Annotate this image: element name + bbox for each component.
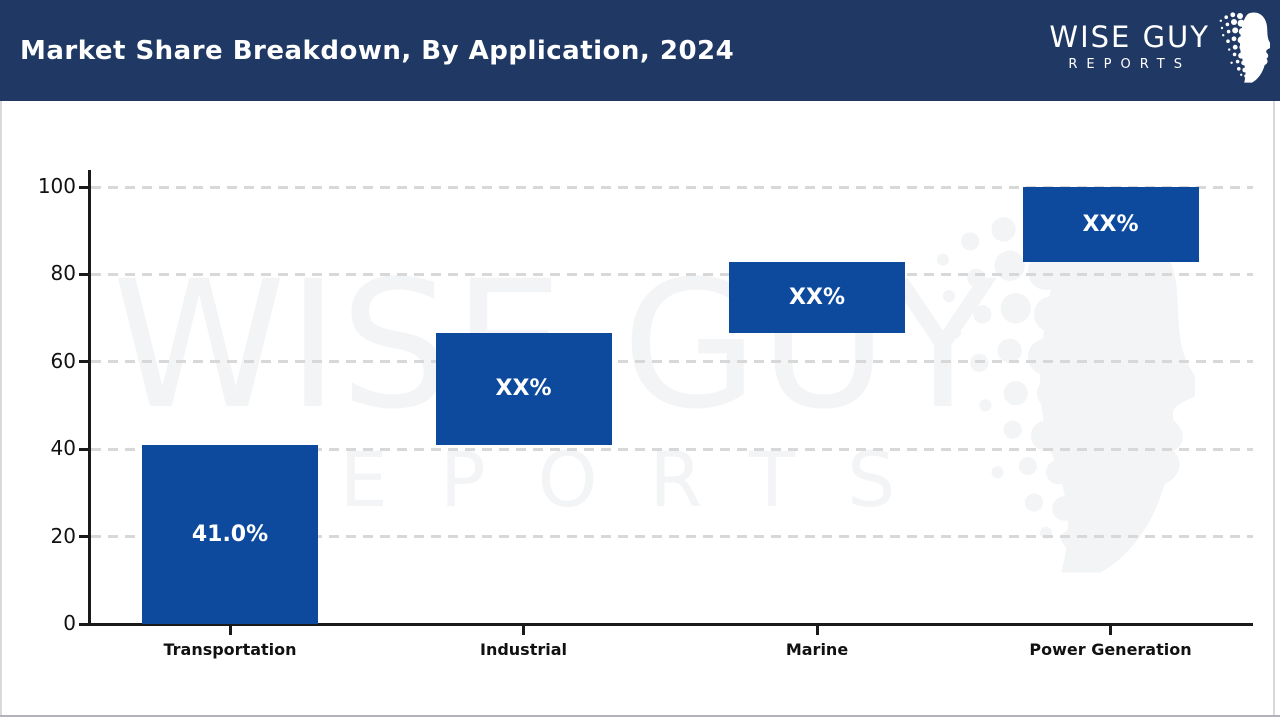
wiseguy-logo-text: WISE GUY REPORTS: [1049, 20, 1210, 72]
x-axis-tick-1: [228, 626, 232, 635]
x-axis-tick-3: [815, 626, 819, 635]
y-axis-tick-40: [79, 447, 88, 451]
wiseguy-head-watermark-icon: [936, 217, 1195, 573]
y-axis-line: [88, 170, 91, 626]
bar-transportation: 41.0%: [142, 444, 318, 624]
gridline-y80: [91, 272, 1253, 276]
page-title: Market Share Breakdown, By Application, …: [20, 35, 735, 66]
watermark-text-line2: REPORTS: [235, 435, 948, 524]
bar-value-label: XX%: [789, 285, 845, 311]
y-axis-tick-100: [79, 185, 88, 189]
bar-value-label: XX%: [495, 376, 552, 402]
bar-value-label: XX%: [1082, 212, 1139, 238]
gridline-y40: [91, 447, 1253, 451]
bar-industrial: XX%: [435, 332, 612, 445]
wiseguy-logo: WISE GUY REPORTS: [1032, 6, 1272, 96]
y-axis-label-0: 0: [63, 611, 76, 635]
x-axis-label-2: Industrial: [479, 640, 567, 659]
y-axis-label-20: 20: [50, 523, 76, 548]
gridline-y100: [91, 185, 1253, 189]
y-axis-label-60: 60: [50, 348, 76, 373]
y-axis-label-40: 40: [50, 436, 76, 461]
y-axis-tick-80: [79, 272, 88, 276]
bar-marine: XX%: [729, 262, 905, 333]
x-axis-label-3: Marine: [785, 640, 849, 659]
bar-power-generation: XX%: [1022, 187, 1199, 263]
x-axis-line: [88, 623, 1253, 626]
x-axis-label-1: Transportation: [163, 640, 297, 659]
y-axis-tick-60: [79, 360, 88, 364]
logo-line1: WISE GUY: [1049, 20, 1210, 54]
y-axis-label-80: 80: [50, 261, 76, 286]
card-border-bottom: [0, 715, 1280, 717]
x-axis-label-4: Power Generation: [1029, 640, 1192, 659]
x-axis-tick-4: [1109, 626, 1112, 635]
y-axis-label-100: 100: [37, 174, 76, 198]
card-border-right: [1273, 101, 1275, 716]
y-axis-tick-20: [79, 535, 88, 539]
card-border-left: [0, 101, 2, 716]
header-bar: Market Share Breakdown, By Application, …: [0, 0, 1280, 101]
bar-value-label: 41.0%: [191, 521, 269, 547]
wiseguy-head-icon: [1219, 12, 1270, 83]
logo-line2: REPORTS: [1068, 57, 1191, 72]
gridline-y20: [91, 535, 1253, 539]
gridline-y60: [91, 360, 1253, 364]
y-axis-tick-0: [79, 622, 88, 626]
x-axis-tick-2: [522, 626, 525, 635]
